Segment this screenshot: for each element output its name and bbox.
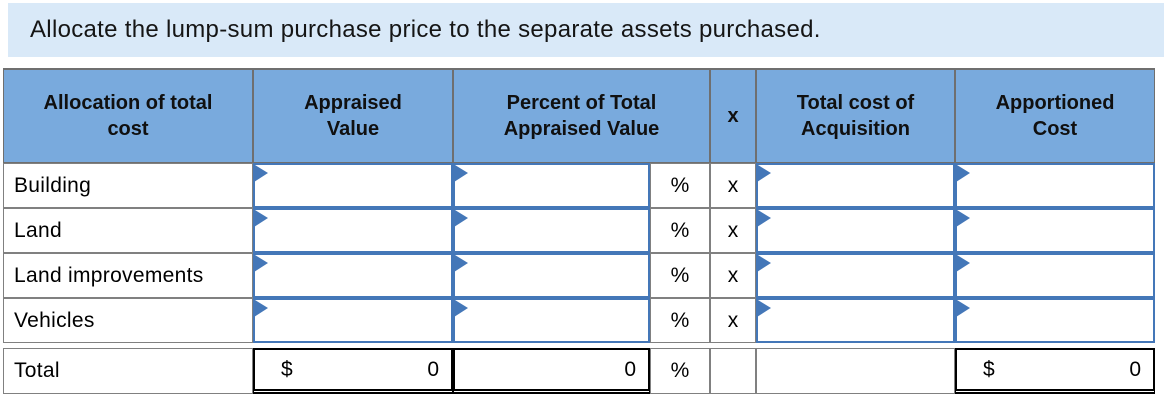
land-improvements-total-cost-input[interactable] — [756, 253, 955, 298]
header-apportioned-cost: Apportioned Cost — [955, 68, 1155, 163]
multiply-symbol: x — [710, 298, 756, 343]
row-label-land-improvements: Land improvements — [3, 253, 253, 298]
percent-symbol: % — [650, 298, 710, 343]
editable-marker-icon — [455, 165, 468, 182]
row-label-vehicles: Vehicles — [3, 298, 253, 343]
editable-marker-icon — [455, 300, 468, 317]
total-apportioned-amount: 0 — [1129, 357, 1141, 381]
header-row: Allocation of total cost Appraised Value… — [3, 68, 1155, 163]
header-allocation-of-total-cost: Allocation of total cost — [3, 68, 253, 163]
editable-marker-icon — [957, 300, 970, 317]
total-row: Total $ 0 0 % $ 0 — [3, 348, 1155, 394]
header-percent-of-total-appraised-value: Percent of Total Appraised Value — [453, 68, 710, 163]
land-improvements-apportioned-cost-input[interactable] — [955, 253, 1155, 298]
percent-symbol: % — [650, 208, 710, 253]
table-row-building: Building % x — [3, 163, 1155, 208]
multiply-symbol: x — [710, 253, 756, 298]
editable-marker-icon — [957, 255, 970, 272]
land-total-cost-input[interactable] — [756, 208, 955, 253]
total-appraised-value: $ 0 — [253, 348, 453, 394]
land-improvements-appraised-value-input[interactable] — [253, 253, 453, 298]
editable-marker-icon — [255, 255, 268, 272]
instruction-text: Allocate the lump-sum purchase price to … — [30, 16, 821, 43]
vehicles-total-cost-input[interactable] — [756, 298, 955, 343]
currency-symbol: $ — [281, 357, 293, 381]
vehicles-apportioned-cost-input[interactable] — [955, 298, 1155, 343]
row-label-total: Total — [3, 348, 253, 394]
row-label-building: Building — [3, 163, 253, 208]
editable-marker-icon — [255, 210, 268, 227]
currency-symbol: $ — [983, 357, 995, 381]
table-row-land: Land % x — [3, 208, 1155, 253]
instruction-banner: Allocate the lump-sum purchase price to … — [8, 3, 1164, 57]
editable-marker-icon — [455, 255, 468, 272]
editable-marker-icon — [255, 300, 268, 317]
editable-marker-icon — [455, 210, 468, 227]
total-acquisition-cell-empty — [756, 348, 955, 394]
editable-marker-icon — [255, 165, 268, 182]
building-appraised-value-input[interactable] — [253, 163, 453, 208]
land-percent-input[interactable] — [453, 208, 650, 253]
editable-marker-icon — [758, 210, 771, 227]
percent-symbol: % — [650, 253, 710, 298]
header-multiply: x — [710, 68, 756, 163]
editable-marker-icon — [758, 300, 771, 317]
percent-symbol: % — [650, 163, 710, 208]
table-row-vehicles: Vehicles % x — [3, 298, 1155, 343]
building-apportioned-cost-input[interactable] — [955, 163, 1155, 208]
land-appraised-value-input[interactable] — [253, 208, 453, 253]
row-label-land: Land — [3, 208, 253, 253]
percent-symbol: % — [650, 348, 710, 394]
table-row-land-improvements: Land improvements % x — [3, 253, 1155, 298]
editable-marker-icon — [957, 210, 970, 227]
land-apportioned-cost-input[interactable] — [955, 208, 1155, 253]
multiply-symbol: x — [710, 208, 756, 253]
total-apportioned-cost: $ 0 — [955, 348, 1155, 394]
building-total-cost-input[interactable] — [756, 163, 955, 208]
total-percent-value: 0 — [453, 348, 650, 394]
multiply-symbol: x — [710, 163, 756, 208]
building-percent-input[interactable] — [453, 163, 650, 208]
vehicles-appraised-value-input[interactable] — [253, 298, 453, 343]
editable-marker-icon — [758, 165, 771, 182]
editable-marker-icon — [957, 165, 970, 182]
total-multiply-cell-empty — [710, 348, 756, 394]
header-total-cost-of-acquisition: Total cost of Acquisition — [756, 68, 955, 163]
land-improvements-percent-input[interactable] — [453, 253, 650, 298]
total-appraised-amount: 0 — [427, 357, 439, 381]
allocation-table: Allocation of total cost Appraised Value… — [3, 68, 1155, 394]
vehicles-percent-input[interactable] — [453, 298, 650, 343]
header-appraised-value: Appraised Value — [253, 68, 453, 163]
editable-marker-icon — [758, 255, 771, 272]
total-percent-amount: 0 — [624, 357, 636, 381]
